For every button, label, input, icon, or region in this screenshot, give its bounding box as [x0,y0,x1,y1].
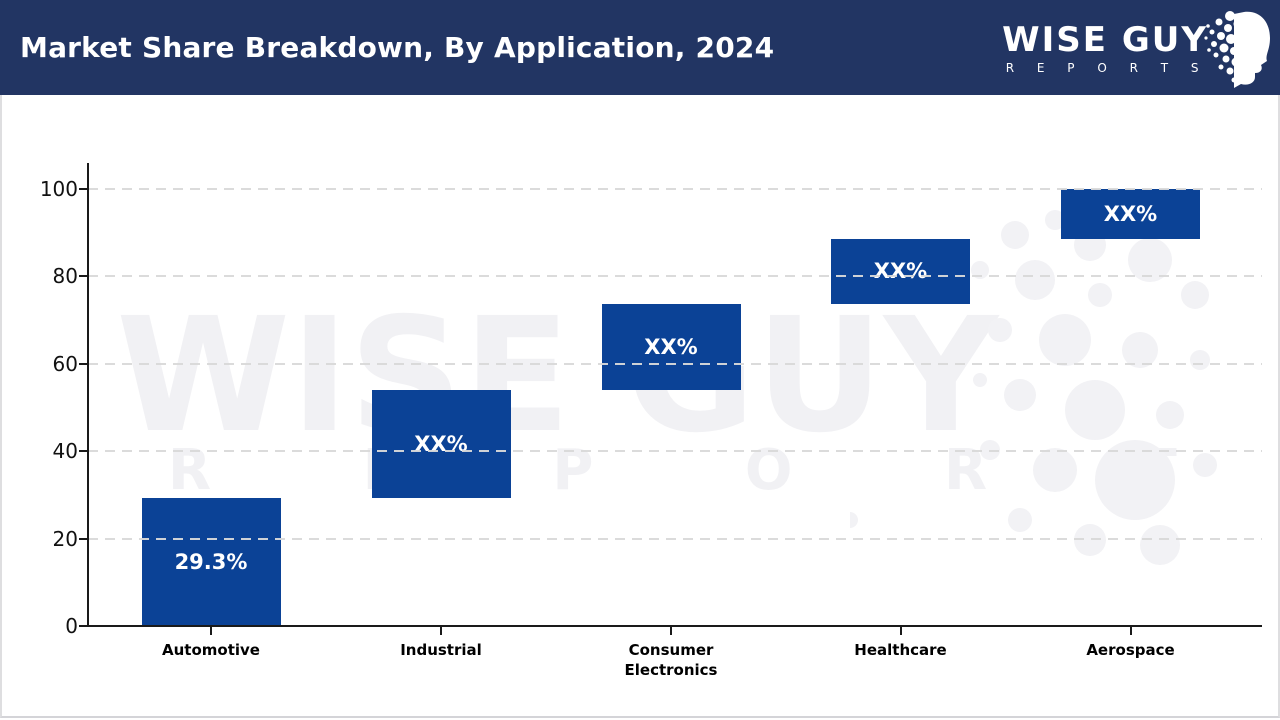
x-axis-tickmark [1129,627,1132,635]
bar-value-label-industrial: XX% [414,431,468,456]
watermark-wordmark: WISE GUY [116,284,999,468]
logo-text: WISE GUY R E P O R T S [1002,22,1208,76]
y-axis-tick-label: 20 [52,526,78,551]
bar-value-label-automotive: 29.3% [174,549,248,574]
x-axis-tickmark [210,627,212,635]
gridline-20 [88,537,1262,540]
category-label-consumer-electronics: Consumer Electronics [624,641,718,679]
y-axis-tickmark [79,625,88,627]
wiseguy-logo: WISE GUY R E P O R T S [1002,6,1272,92]
bar-value-label-consumer-electronics: XX% [644,334,698,359]
logo-subtext: R E P O R T S [1005,61,1208,75]
y-axis-tick-label: 100 [39,176,78,201]
gridline-100 [88,187,1262,190]
y-axis-tickmark [79,275,88,277]
bar-value-label-aerospace: XX% [1103,201,1158,226]
bar-consumer-electronics: XX% [601,303,741,390]
y-axis-tick-label: 40 [52,439,78,463]
gridline-40 [88,450,1262,452]
y-axis-tickmark [79,450,88,452]
gridline-80 [88,275,1262,277]
y-axis-spine [87,163,89,627]
x-axis-tickmark [440,627,442,635]
page-title: Market Share Breakdown, By Application, … [20,31,775,64]
y-axis-tickmark [79,187,88,190]
bar-industrial: XX% [371,389,511,498]
header-band: Market Share Breakdown, By Application, … [0,0,1280,95]
y-axis-tickmark [79,362,88,365]
x-axis-spine [88,625,1262,627]
logo-wordmark: WISE GUY [1002,20,1208,60]
gridline-60 [88,362,1262,365]
bar-healthcare: XX% [831,238,970,304]
y-axis-tick-label: 60 [52,351,78,376]
bar-value-label-healthcare: XX% [873,259,928,284]
x-axis-tickmark [899,627,902,635]
y-axis-tick-label: 0 [65,614,78,638]
category-label-aerospace: Aerospace [1086,641,1175,659]
logo-face-icon [1204,11,1270,89]
bar-aerospace: XX% [1061,188,1200,239]
y-axis-tick-label: 80 [52,264,78,288]
category-label-healthcare: Healthcare [854,641,947,659]
x-axis-tickmark [670,627,672,635]
bar-automotive: 29.3% [141,497,281,626]
y-axis-tickmark [79,537,88,540]
category-label-automotive: Automotive [162,641,260,659]
watermark-reports: R E P O R T S [168,438,1280,503]
category-label-industrial: Industrial [400,641,482,659]
